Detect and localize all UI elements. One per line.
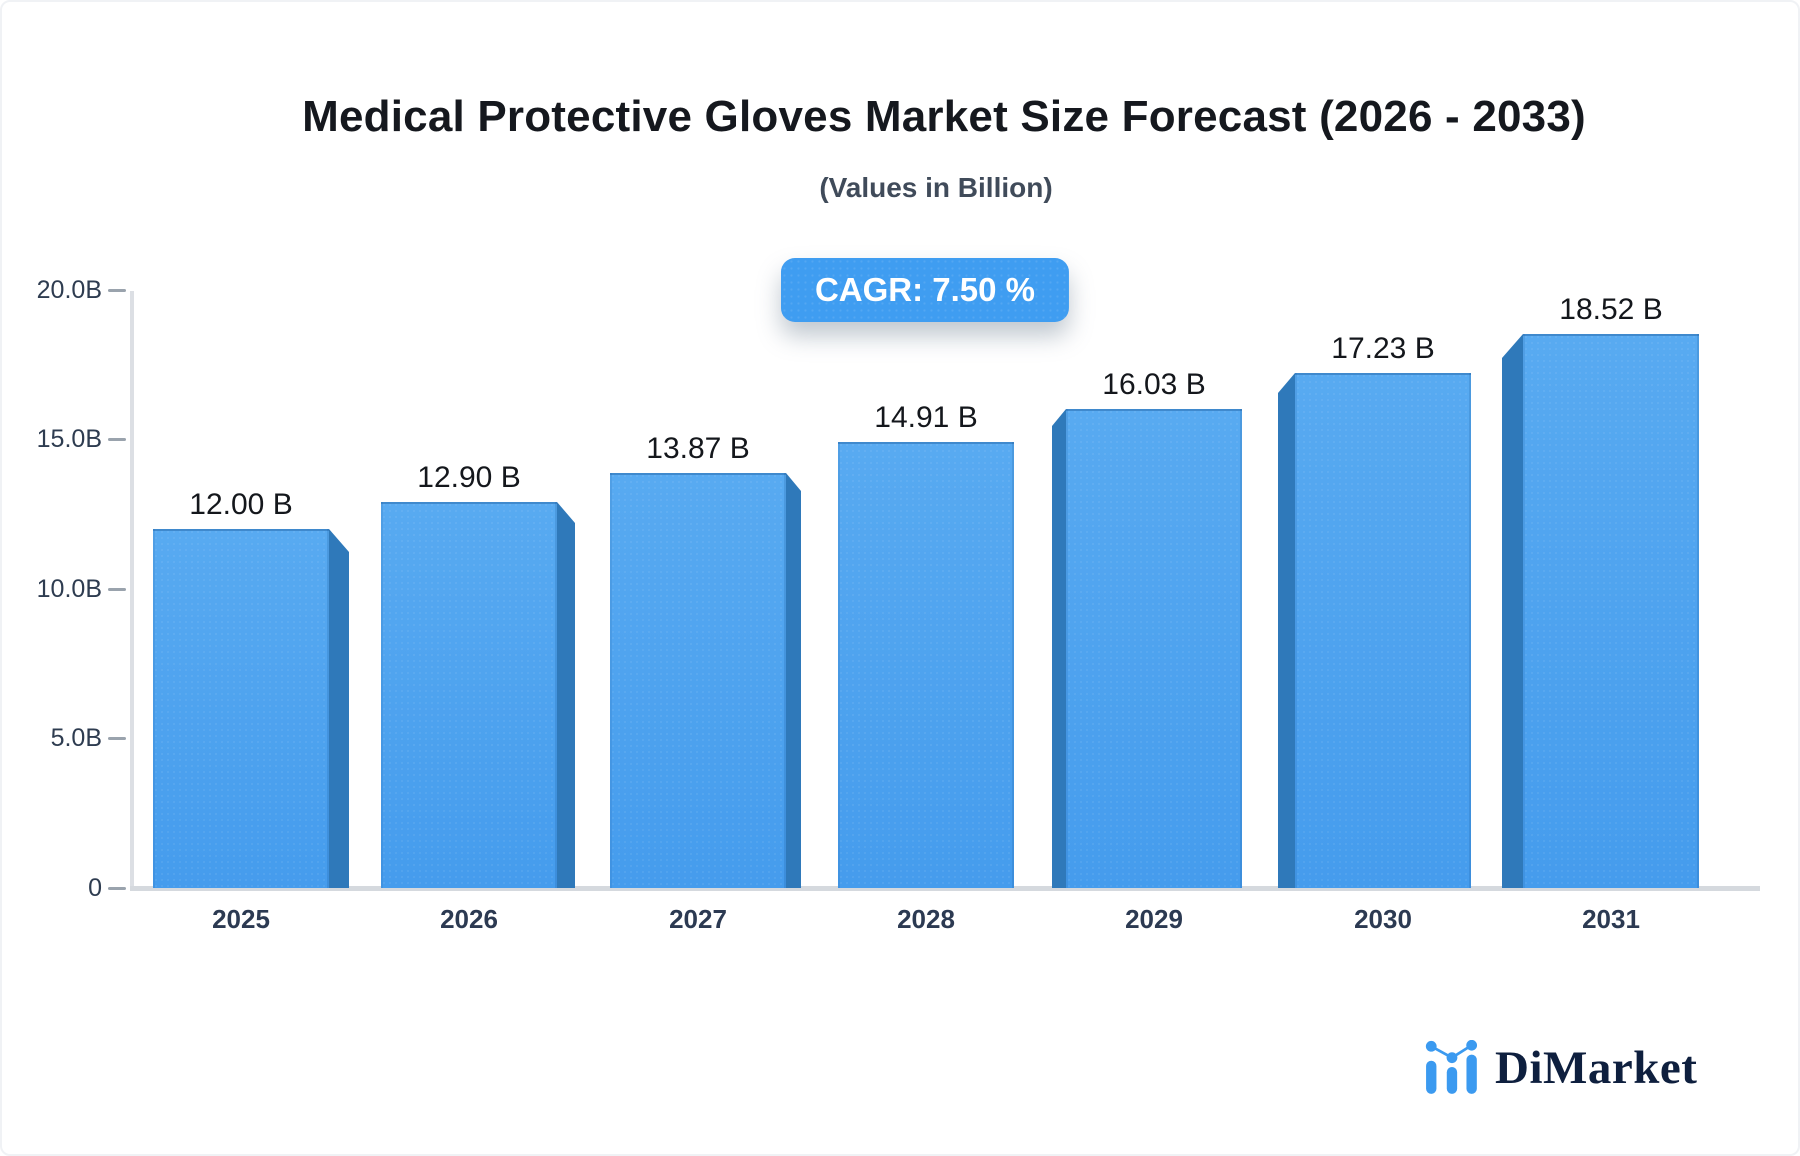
bar-value-label: 16.03 B bbox=[1102, 368, 1206, 401]
bar-side-face bbox=[329, 529, 349, 888]
bar-2030 bbox=[1295, 373, 1471, 888]
y-tick-label: 15.0B bbox=[36, 425, 102, 453]
x-axis-label: 2028 bbox=[897, 904, 955, 934]
bar-side-face bbox=[786, 473, 801, 888]
bar-side-face bbox=[1502, 334, 1523, 888]
y-tick-label: 10.0B bbox=[36, 575, 102, 603]
y-tick-dash bbox=[108, 737, 126, 740]
x-axis-line bbox=[130, 886, 1760, 891]
bar-side-face bbox=[1052, 409, 1066, 888]
y-tick-label: 0 bbox=[88, 874, 102, 902]
y-tick-dash bbox=[108, 887, 126, 890]
y-tick-dash bbox=[108, 289, 126, 292]
bar-side-face bbox=[557, 502, 575, 888]
bar-side-face bbox=[1278, 373, 1295, 888]
x-axis-label: 2031 bbox=[1582, 904, 1640, 934]
chart-subtitle: (Values in Billion) bbox=[819, 172, 1053, 203]
x-axis-label: 2026 bbox=[440, 904, 498, 934]
bar-2031 bbox=[1523, 334, 1699, 888]
bar-chart-logo-icon bbox=[1424, 1040, 1482, 1094]
bar-2027 bbox=[610, 473, 786, 888]
brand-logo-text: DiMarket bbox=[1495, 1042, 1698, 1094]
cagr-badge: CAGR: 7.50 % bbox=[780, 258, 1070, 322]
bar-value-label: 12.00 B bbox=[189, 488, 293, 521]
bar-2025 bbox=[153, 529, 329, 888]
x-axis-label: 2025 bbox=[212, 904, 270, 934]
y-tick-label: 5.0B bbox=[50, 724, 102, 752]
bar-2028 bbox=[838, 442, 1014, 888]
y-axis-line bbox=[130, 291, 134, 888]
y-tick-dash bbox=[108, 588, 126, 591]
bar-2026 bbox=[381, 502, 557, 888]
x-axis-label: 2030 bbox=[1354, 904, 1412, 934]
y-tick-dash bbox=[108, 438, 126, 441]
bar-value-label: 14.91 B bbox=[874, 401, 978, 434]
bar-value-label: 12.90 B bbox=[417, 461, 521, 494]
y-tick-label: 20.0B bbox=[36, 276, 102, 304]
chart-title: Medical Protective Gloves Market Size Fo… bbox=[302, 92, 1586, 141]
bar-2029 bbox=[1066, 409, 1242, 888]
x-axis-label: 2027 bbox=[669, 904, 727, 934]
bar-value-label: 18.52 B bbox=[1559, 293, 1663, 326]
bar-value-label: 17.23 B bbox=[1331, 332, 1435, 365]
brand-logo: DiMarket bbox=[1424, 1040, 1697, 1094]
bar-value-label: 13.87 B bbox=[646, 432, 750, 465]
x-axis-label: 2029 bbox=[1125, 904, 1183, 934]
